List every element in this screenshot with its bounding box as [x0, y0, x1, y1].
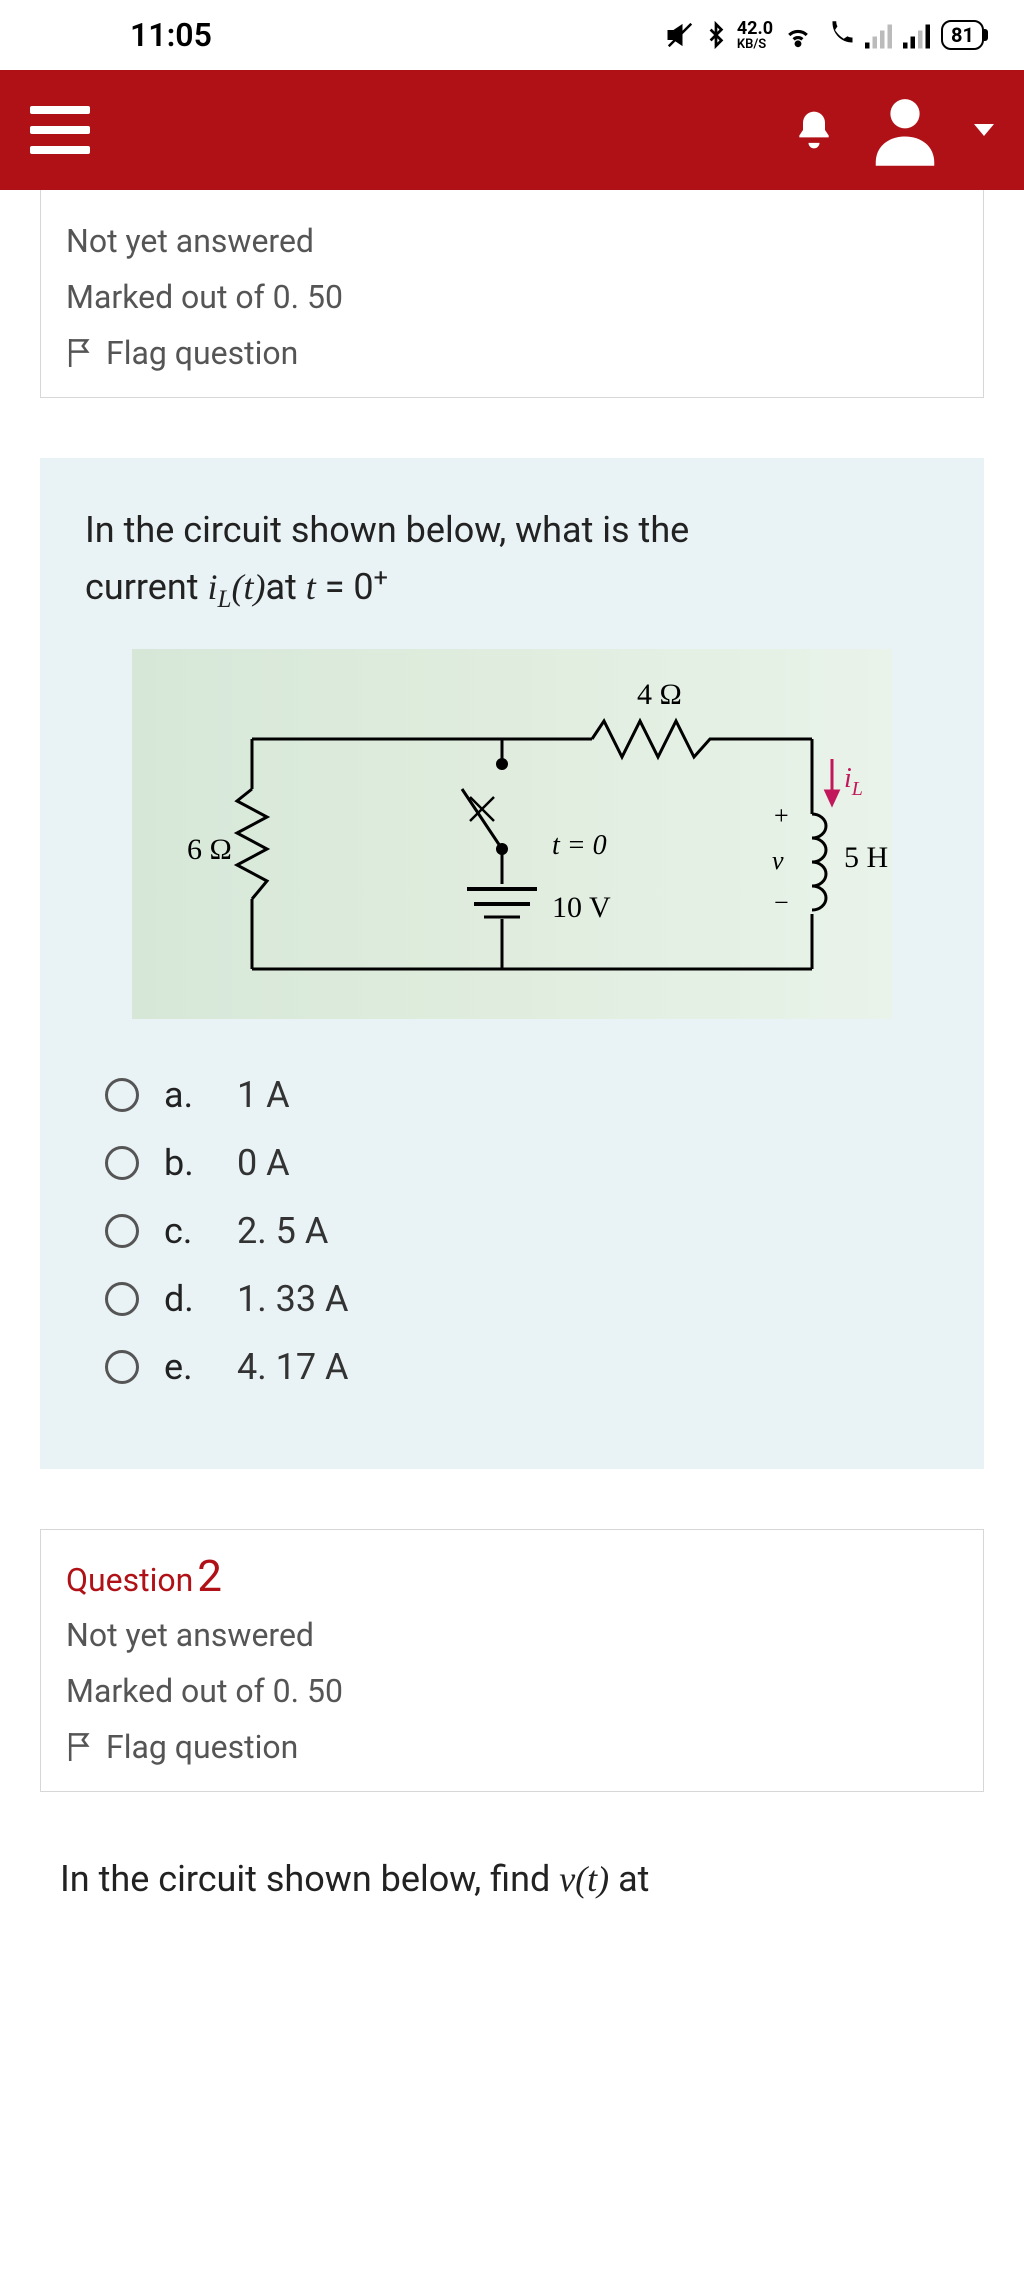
phone-status-bar: 11:05 42.0 KB/S 81 — [0, 0, 1024, 70]
option-e[interactable]: e. 4. 17 A — [105, 1346, 939, 1388]
option-a[interactable]: a. 1 A — [105, 1074, 939, 1116]
question-1-info-card: Not yet answered Marked out of 0. 50 Fla… — [40, 190, 984, 398]
question-1-body: In the circuit shown below, what is the … — [40, 458, 984, 1469]
vowifi-icon — [823, 20, 857, 50]
answer-status: Not yet answered — [66, 1616, 958, 1654]
app-header — [0, 70, 1024, 190]
answer-status: Not yet answered — [66, 222, 958, 260]
flag-question-link[interactable]: Flag question — [66, 334, 958, 372]
radio-b[interactable] — [105, 1146, 139, 1180]
option-d[interactable]: d. 1. 33 A — [105, 1278, 939, 1320]
svg-text:t = 0: t = 0 — [552, 830, 607, 861]
svg-text:+: + — [774, 801, 789, 830]
svg-text:v: v — [772, 846, 784, 875]
option-text: 2. 5 A — [237, 1210, 328, 1252]
radio-a[interactable] — [105, 1078, 139, 1112]
svg-text:5 H: 5 H — [844, 841, 888, 874]
signal-2-icon — [903, 21, 933, 49]
data-rate: 42.0 KB/S — [737, 20, 773, 51]
radio-c[interactable] — [105, 1214, 139, 1248]
svg-text:6 Ω: 6 Ω — [187, 833, 232, 866]
option-text: 4. 17 A — [237, 1346, 349, 1388]
svg-text:iL: iL — [844, 763, 863, 800]
option-text: 1. 33 A — [237, 1278, 349, 1320]
circuit-diagram: + v − 6 Ω 4 Ω t = 0 10 V 5 H iL — [132, 649, 892, 1019]
flag-label: Flag question — [106, 1728, 298, 1766]
notifications-icon[interactable] — [792, 108, 836, 152]
svg-text:−: − — [774, 888, 789, 917]
clock-time: 11:05 — [130, 16, 212, 54]
svg-text:4 Ω: 4 Ω — [637, 678, 682, 711]
question-number: 2 — [197, 1550, 222, 1602]
flag-label: Flag question — [106, 334, 298, 372]
question-2-info-card: Question 2 Not yet answered Marked out o… — [40, 1529, 984, 1792]
menu-button[interactable] — [30, 106, 90, 154]
wifi-icon — [781, 20, 815, 50]
option-text: 0 A — [237, 1142, 290, 1184]
user-avatar-icon[interactable] — [866, 91, 944, 169]
battery-indicator: 81 — [941, 20, 984, 50]
radio-e[interactable] — [105, 1350, 139, 1384]
option-letter: a. — [164, 1074, 212, 1116]
option-letter: b. — [164, 1142, 212, 1184]
mute-icon — [665, 20, 695, 50]
bluetooth-icon — [703, 20, 729, 50]
option-b[interactable]: b. 0 A — [105, 1142, 939, 1184]
option-letter: e. — [164, 1346, 212, 1388]
question-label: Question — [66, 1561, 193, 1599]
signal-1-icon — [865, 21, 895, 49]
option-letter: d. — [164, 1278, 212, 1320]
flag-question-link[interactable]: Flag question — [66, 1728, 958, 1766]
answer-options: a. 1 A b. 0 A c. 2. 5 A d. 1. 33 A e. 4.… — [85, 1074, 939, 1388]
option-text: 1 A — [237, 1074, 290, 1116]
flag-icon — [66, 1730, 94, 1764]
svg-text:10 V: 10 V — [552, 891, 611, 924]
marks-info: Marked out of 0. 50 — [66, 278, 958, 316]
question-2-prompt-preview: In the circuit shown below, find v(t) at — [60, 1852, 984, 1908]
marks-info: Marked out of 0. 50 — [66, 1672, 958, 1710]
radio-d[interactable] — [105, 1282, 139, 1316]
status-icons-cluster: 42.0 KB/S 81 — [665, 20, 984, 51]
option-c[interactable]: c. 2. 5 A — [105, 1210, 939, 1252]
flag-icon — [66, 336, 94, 370]
user-menu-caret-icon[interactable] — [974, 120, 994, 140]
option-letter: c. — [164, 1210, 212, 1252]
question-1-prompt: In the circuit shown below, what is the … — [85, 503, 939, 619]
